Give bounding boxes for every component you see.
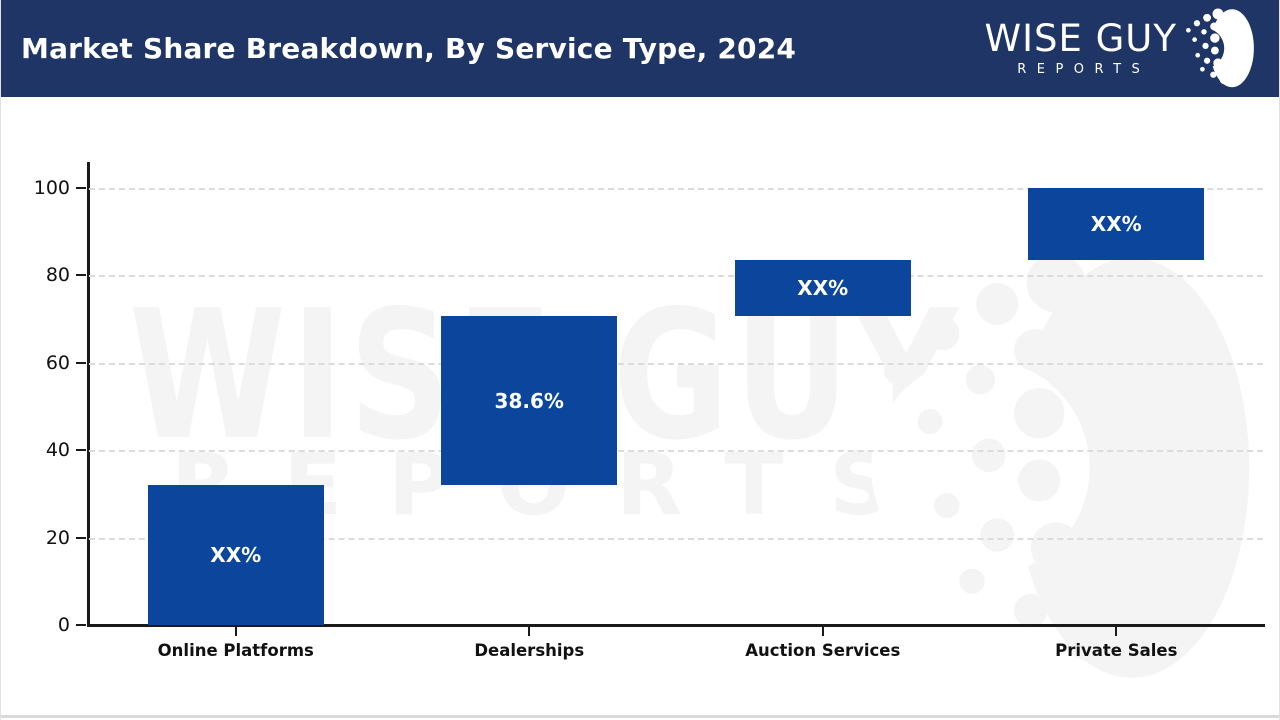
bar-private-sales: XX%: [1028, 187, 1205, 260]
y-tick-100: [76, 186, 86, 189]
y-tick-label-80: 80: [45, 264, 70, 287]
y-tick-0: [76, 624, 86, 626]
plot-area: 0 20 40 60 80 100 XX% Online Platforms 38.6% Deal…: [34, 166, 1263, 660]
gridline-80: [89, 275, 1263, 278]
y-tick-60: [76, 361, 86, 364]
x-tick-dealerships: [528, 627, 531, 636]
gridline-40: [89, 450, 1263, 453]
bar-auction-services: XX%: [734, 259, 911, 317]
wise-guy-logo: WISE GUY REPORTS: [985, 6, 1257, 92]
bar-dealerships: 38.6%: [441, 316, 618, 486]
chart-title: Market Share Breakdown, By Service Type,…: [21, 32, 797, 65]
x-tick-private-sales: [1115, 627, 1118, 636]
bar-value-label-online-platforms: XX%: [210, 543, 262, 568]
logo-wordmark: WISE GUY REPORTS: [985, 20, 1177, 77]
gridline-20: [89, 537, 1263, 540]
y-tick-label-60: 60: [45, 351, 70, 374]
y-tick-label-20: 20: [45, 526, 70, 549]
y-tick-40: [76, 449, 86, 452]
header: Market Share Breakdown, By Service Type,…: [1, 0, 1279, 97]
bar-value-label-dealerships: 38.6%: [494, 388, 564, 413]
bar-online-platforms: XX%: [147, 485, 324, 625]
x-tick-online-platforms: [234, 627, 237, 636]
bottom-divider: [1, 715, 1279, 718]
x-category-label-dealerships: Dealerships: [474, 641, 585, 660]
logo-wordmark-secondary: REPORTS: [1017, 62, 1151, 77]
y-tick-label-40: 40: [45, 439, 70, 462]
x-category-label-auction-services: Auction Services: [745, 641, 901, 660]
y-tick-label-100: 100: [33, 176, 70, 199]
bar-value-label-private-sales: XX%: [1090, 211, 1142, 236]
wise-guy-head-icon: [1183, 7, 1254, 87]
x-tick-auction-services: [821, 627, 824, 636]
y-tick-20: [76, 536, 86, 539]
y-axis-spine: [87, 162, 90, 627]
x-category-label-online-platforms: Online Platforms: [157, 641, 314, 660]
gridline-60: [89, 362, 1263, 365]
logo-wordmark-primary: WISE GUY: [984, 17, 1177, 60]
y-tick-label-0: 0: [57, 614, 70, 636]
y-tick-80: [76, 274, 86, 277]
bar-value-label-auction-services: XX%: [797, 275, 849, 300]
gridline-100: [89, 187, 1263, 190]
x-category-label-private-sales: Private Sales: [1055, 641, 1178, 660]
x-axis-spine: [87, 624, 1265, 627]
